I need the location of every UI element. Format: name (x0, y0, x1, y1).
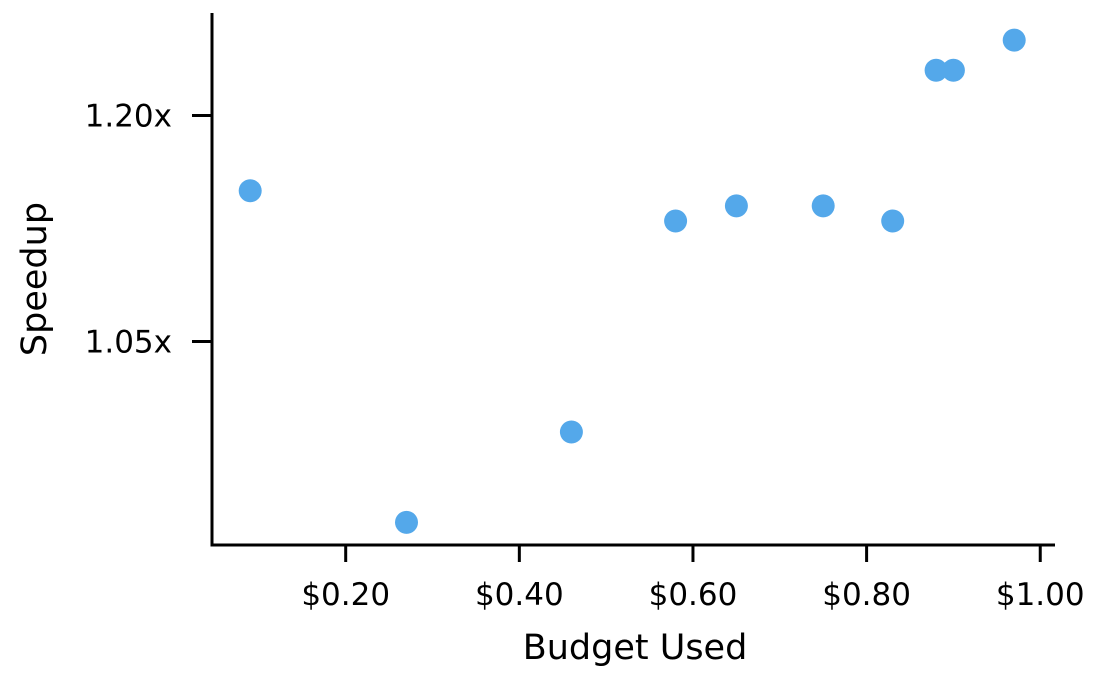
data-point (395, 510, 418, 534)
x-tick-label: $1.00 (996, 577, 1085, 613)
x-axis-label: Budget Used (523, 628, 748, 668)
y-tick-label: 1.20x (85, 99, 172, 135)
data-point (941, 58, 965, 82)
data-point (924, 58, 948, 82)
x-tick-label: $0.20 (301, 577, 390, 613)
data-point (664, 209, 688, 233)
data-points-layer (238, 28, 1026, 534)
data-point (1002, 28, 1026, 52)
y-tick-label: 1.05x (85, 325, 172, 361)
data-point (724, 194, 748, 218)
data-point (811, 194, 835, 218)
x-tick-label: $0.40 (475, 577, 564, 613)
y-axis-label: Speedup (15, 202, 55, 356)
x-tick-label: $0.60 (649, 577, 738, 613)
tick-labels: $0.20 $0.40 $0.60 $0.80 $1.00 1.05x 1.20x (85, 99, 1085, 613)
data-point (559, 420, 583, 444)
x-tick-label: $0.80 (822, 577, 911, 613)
data-point (238, 179, 262, 203)
axis-ticks (192, 113, 1042, 562)
data-point (881, 209, 905, 233)
axis-spines (210, 13, 1055, 547)
